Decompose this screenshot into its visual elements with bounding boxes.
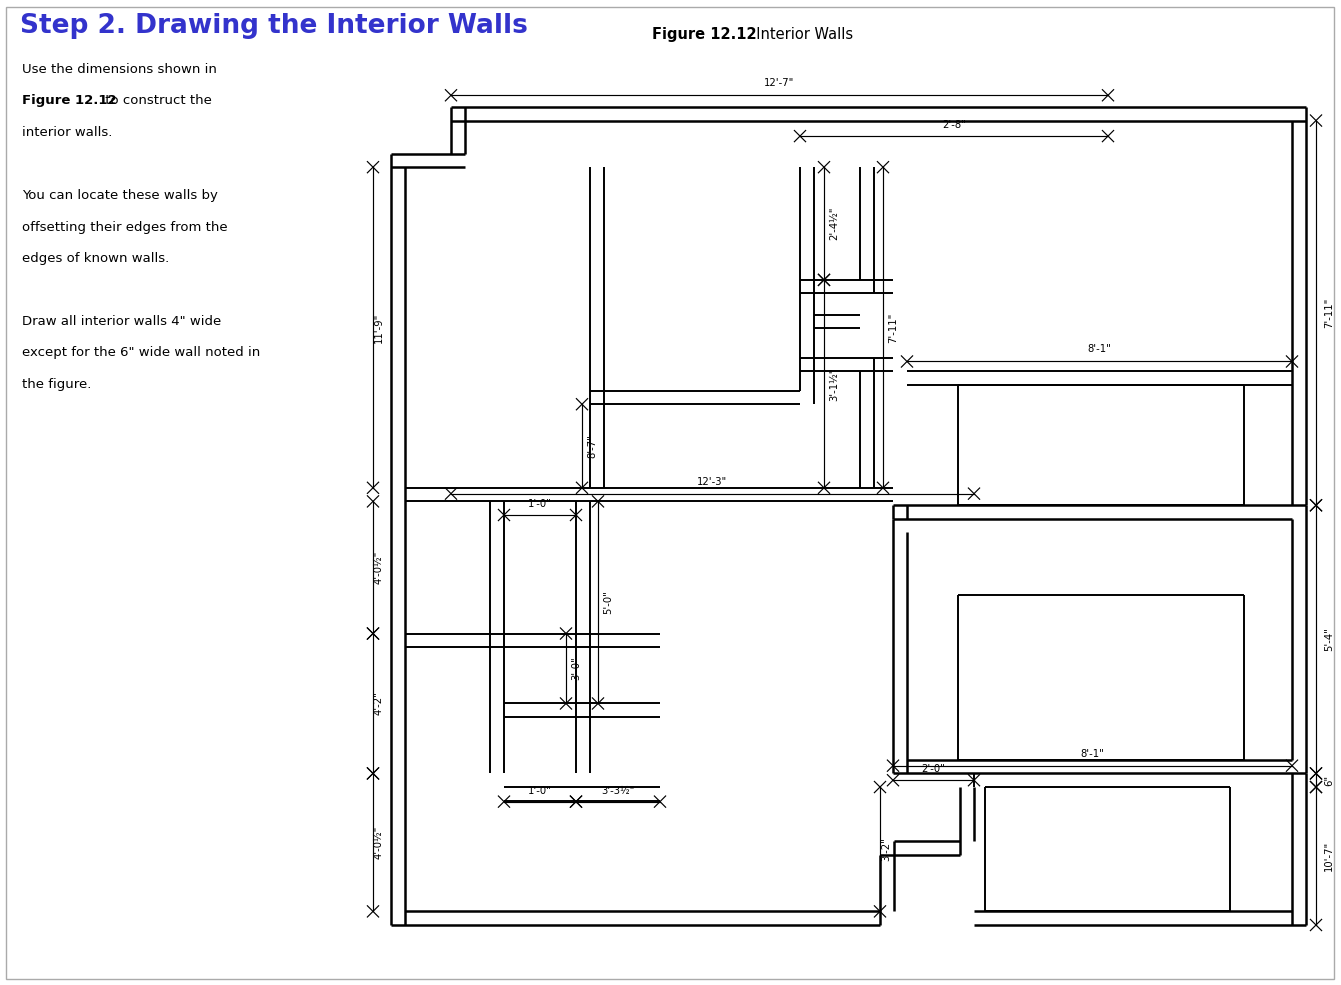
- Text: 3'-2": 3'-2": [881, 837, 890, 861]
- Text: 2'-0": 2'-0": [921, 764, 945, 774]
- Text: 1'-0": 1'-0": [528, 499, 552, 509]
- Text: except for the 6" wide wall noted in: except for the 6" wide wall noted in: [21, 347, 260, 360]
- Text: 12'-7": 12'-7": [764, 78, 795, 89]
- Text: 11'-9": 11'-9": [374, 312, 384, 343]
- Text: 12'-3": 12'-3": [697, 477, 728, 487]
- Text: 3'-0": 3'-0": [571, 657, 581, 681]
- Text: Use the dimensions shown in: Use the dimensions shown in: [21, 63, 217, 76]
- Text: to construct the: to construct the: [101, 95, 212, 107]
- Text: 6": 6": [1324, 774, 1334, 786]
- Text: 3'-3½": 3'-3½": [601, 786, 634, 796]
- Text: 5'-0": 5'-0": [603, 590, 613, 615]
- Text: offsetting their edges from the: offsetting their edges from the: [21, 221, 228, 233]
- Text: Draw all interior walls 4" wide: Draw all interior walls 4" wide: [21, 315, 221, 328]
- Text: You can locate these walls by: You can locate these walls by: [21, 189, 217, 202]
- Text: interior walls.: interior walls.: [21, 126, 113, 139]
- Text: 8'-7": 8'-7": [587, 434, 597, 458]
- Text: 4'-2": 4'-2": [374, 691, 384, 715]
- Text: 8'-1": 8'-1": [1088, 345, 1112, 355]
- Text: 4'-0½": 4'-0½": [374, 825, 384, 859]
- Text: Interior Walls: Interior Walls: [747, 27, 853, 42]
- Text: 2'-4½": 2'-4½": [829, 207, 839, 240]
- Text: 1'-0": 1'-0": [528, 786, 552, 796]
- Text: Figure 12.12: Figure 12.12: [652, 27, 756, 42]
- Text: 5'-4": 5'-4": [1324, 627, 1334, 651]
- Text: 7'-11": 7'-11": [1324, 297, 1334, 328]
- Text: 7'-11": 7'-11": [888, 312, 898, 343]
- Text: 8'-1": 8'-1": [1081, 749, 1105, 758]
- Text: 4'-0½": 4'-0½": [374, 551, 384, 584]
- Text: edges of known walls.: edges of known walls.: [21, 252, 169, 265]
- Text: Figure 12.12: Figure 12.12: [21, 95, 117, 107]
- Text: 3'-1½": 3'-1½": [829, 367, 839, 401]
- Text: Step 2. Drawing the Interior Walls: Step 2. Drawing the Interior Walls: [20, 13, 528, 39]
- Text: the figure.: the figure.: [21, 378, 91, 391]
- Text: 2'-8": 2'-8": [943, 120, 966, 130]
- Text: 10'-7": 10'-7": [1324, 841, 1334, 871]
